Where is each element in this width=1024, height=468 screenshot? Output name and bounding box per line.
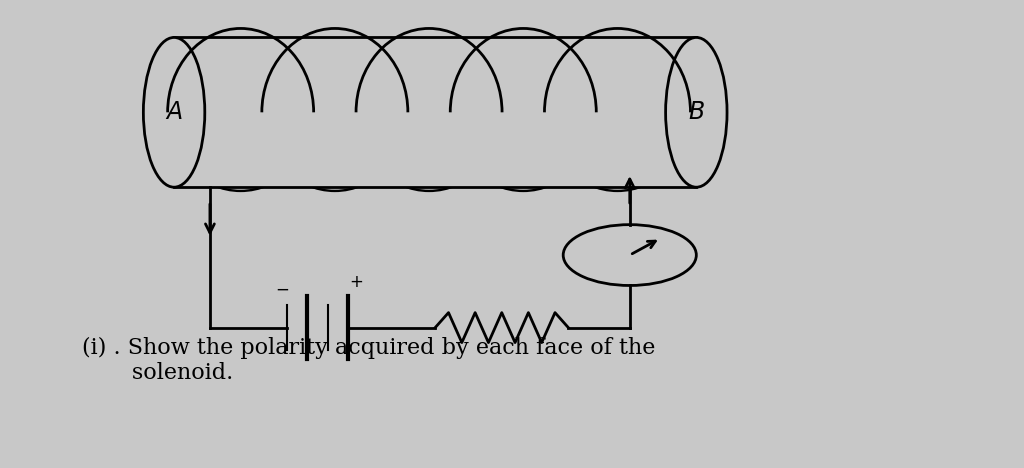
Ellipse shape <box>666 37 727 187</box>
Ellipse shape <box>143 37 205 187</box>
Text: A: A <box>166 100 182 124</box>
Polygon shape <box>174 37 696 187</box>
Text: $+$: $+$ <box>349 273 364 291</box>
Text: B: B <box>688 100 705 124</box>
Text: (i) . Show the polarity acquired by each face of the
       solenoid.: (i) . Show the polarity acquired by each… <box>82 337 655 384</box>
Text: $-$: $-$ <box>274 280 289 298</box>
